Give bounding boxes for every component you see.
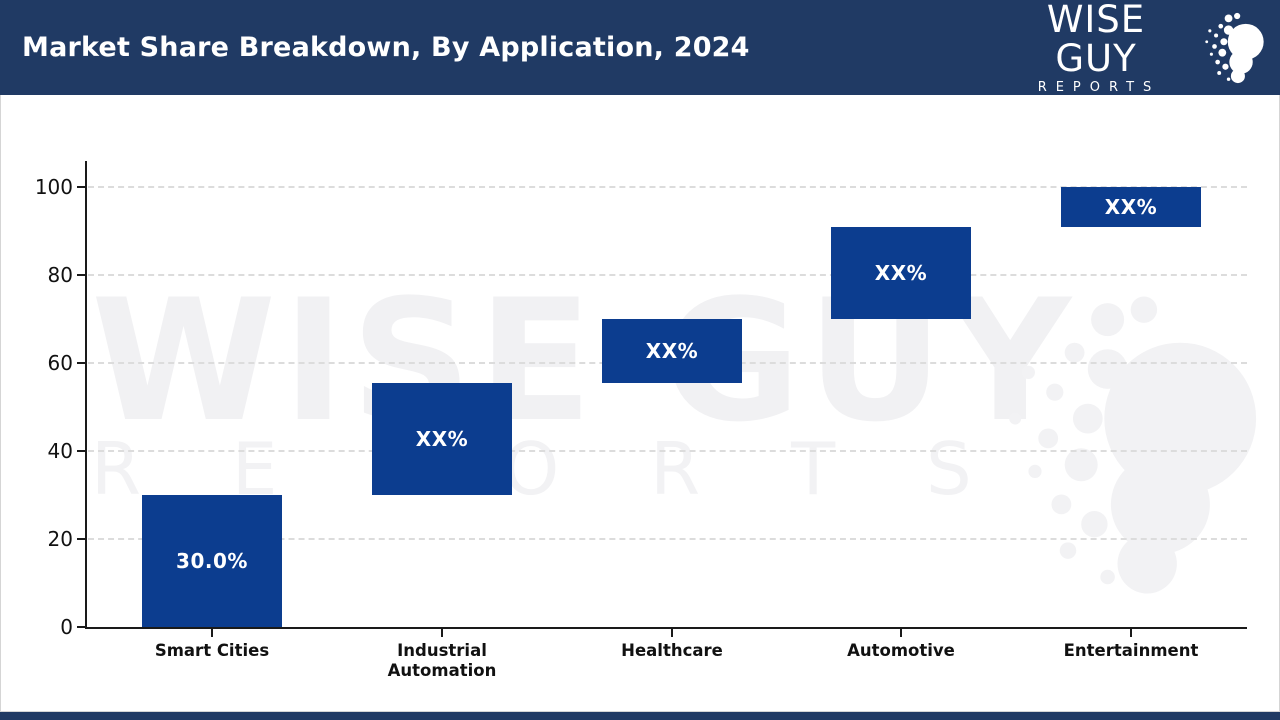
x-tick-label-healthcare: Healthcare <box>621 641 723 660</box>
bar-value-label-smart-cities: 30.0% <box>176 549 248 573</box>
brand-logo: WISE GUY REPORTS <box>1006 0 1266 95</box>
y-tick-label-20: 20 <box>47 527 73 551</box>
y-axis-line <box>85 161 87 629</box>
x-tick-label-smart-cities: Smart Cities <box>154 641 270 660</box>
footer-bar <box>0 712 1280 720</box>
y-tick-label-60: 60 <box>47 351 73 375</box>
gridline-40 <box>88 450 1247 452</box>
brand-name: WISE GUY <box>1046 0 1146 80</box>
brand-logo-text: WISE GUY REPORTS <box>1006 0 1186 95</box>
y-tick-label-40: 40 <box>47 439 73 463</box>
y-tick-mark-100 <box>77 186 86 188</box>
chart-card: WISE GUY R E P O R T S <box>0 95 1280 712</box>
bar-industrial-automation: XX% <box>372 382 512 495</box>
y-tick-label-0: 0 <box>60 615 73 639</box>
y-tick-mark-0 <box>77 626 86 628</box>
header-bar: Market Share Breakdown, By Application, … <box>0 0 1280 95</box>
bar-value-label-industrial-automation: XX% <box>415 426 469 451</box>
x-tick-mark-healthcare <box>671 629 673 637</box>
x-tick-mark-automotive <box>900 629 902 637</box>
x-tick-mark-smart-cities <box>211 629 213 637</box>
y-tick-mark-80 <box>77 274 86 276</box>
bar-entertainment: XX% <box>1061 187 1201 227</box>
bar-smart-cities: 30.0% <box>142 495 282 627</box>
bar-automotive: XX% <box>831 226 971 319</box>
x-axis-line <box>85 627 1247 629</box>
x-tick-label-entertainment: Entertainment <box>1063 641 1199 660</box>
x-tick-mark-industrial-automation <box>441 629 443 637</box>
watermark-head-icon <box>1009 296 1257 594</box>
y-tick-mark-20 <box>77 538 86 540</box>
bar-value-label-healthcare: XX% <box>645 338 699 363</box>
y-tick-label-100: 100 <box>34 175 73 199</box>
gridline-100 <box>88 186 1247 188</box>
x-tick-label-automotive: Automotive <box>847 641 955 660</box>
brand-subtitle: REPORTS <box>1037 79 1161 95</box>
x-tick-mark-entertainment <box>1130 629 1132 637</box>
dotted-head-icon <box>1205 12 1264 84</box>
bar-healthcare: XX% <box>602 319 742 383</box>
watermark-text-2: R E P O R T S <box>91 427 1006 511</box>
y-tick-mark-60 <box>77 362 86 364</box>
x-tick-label-industrial-automation: Industrial Automation <box>387 641 497 680</box>
page-title: Market Share Breakdown, By Application, … <box>22 32 750 63</box>
bar-value-label-entertainment: XX% <box>1104 194 1158 219</box>
y-tick-mark-40 <box>77 450 86 452</box>
gridline-80 <box>88 274 1247 276</box>
bar-value-label-automotive: XX% <box>874 260 928 285</box>
y-tick-label-80: 80 <box>47 263 73 287</box>
gridline-20 <box>88 538 1247 540</box>
